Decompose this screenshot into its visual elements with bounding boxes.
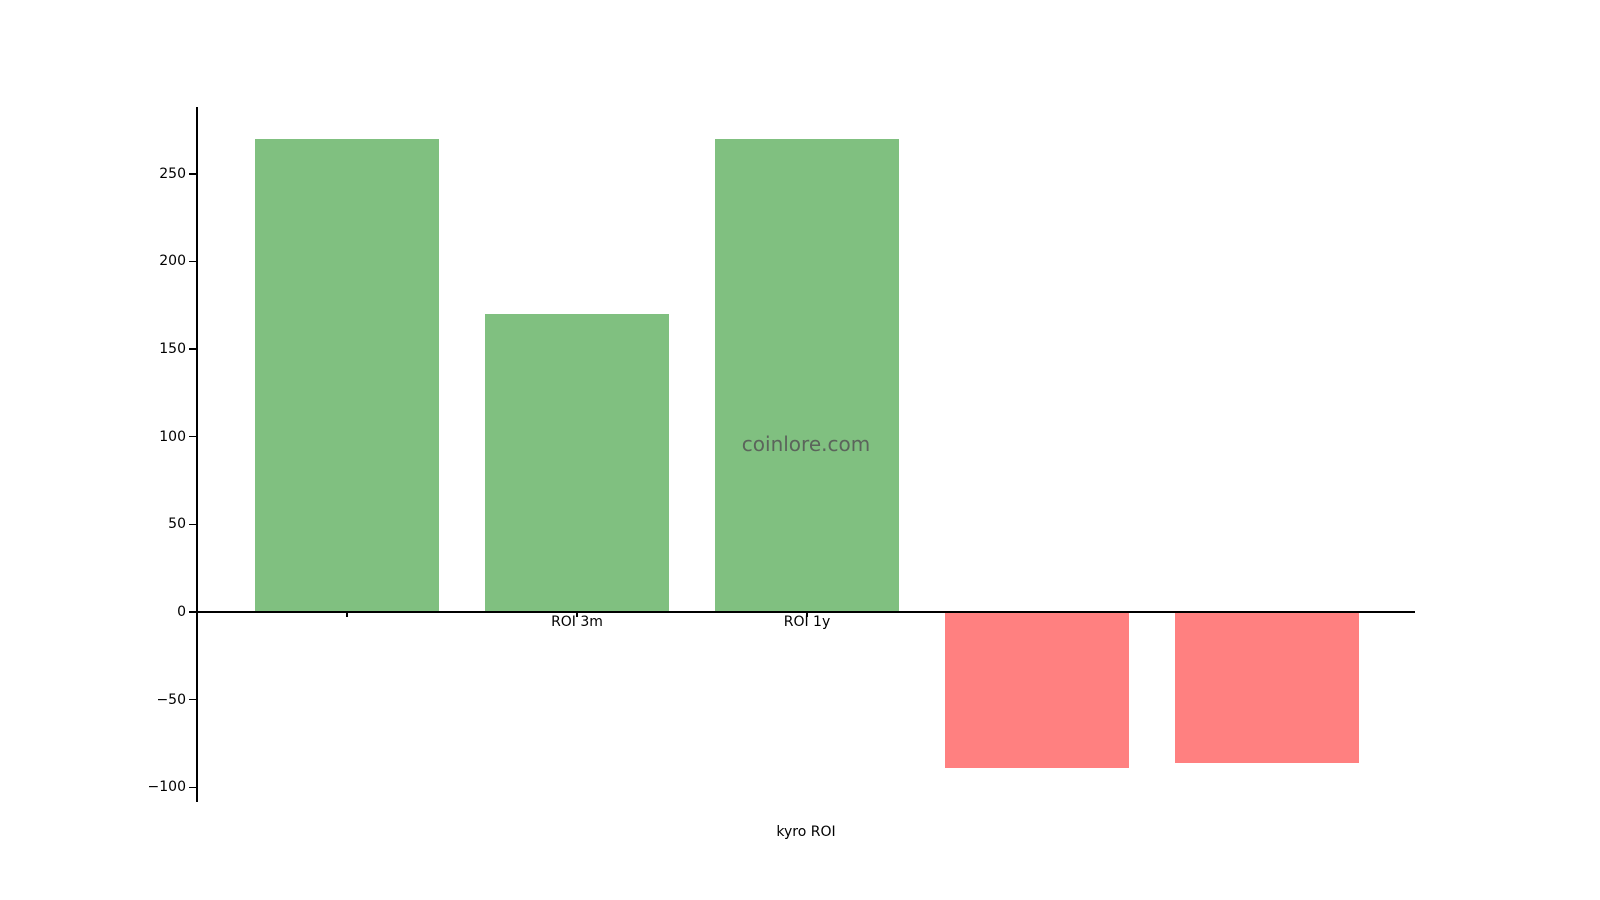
y-tick-label: −100: [147, 779, 186, 796]
y-tick-label: 200: [159, 253, 186, 270]
y-tick-label: 100: [159, 428, 186, 445]
y-tick: [189, 786, 196, 788]
roi-bar: [255, 139, 439, 612]
y-tick: [189, 260, 196, 263]
roi-bar: [1175, 612, 1359, 763]
x-tick-label: ROI 1y: [783, 614, 831, 630]
y-tick: [189, 611, 196, 613]
y-tick: [189, 348, 196, 350]
y-tick-label: 150: [159, 341, 186, 358]
y-tick-label: 50: [168, 516, 186, 533]
y-tick-label: 250: [159, 165, 186, 182]
x-axis-line: [197, 611, 1415, 613]
roi-bar: [485, 314, 669, 612]
x-tick: [806, 612, 808, 617]
y-tick: [189, 523, 196, 526]
x-axis-title: kyro ROI: [776, 824, 836, 840]
y-tick: [189, 435, 196, 438]
y-tick: [189, 698, 196, 701]
y-axis-spine: [196, 107, 198, 802]
watermark: coinlore.com: [741, 432, 871, 456]
y-tick-label: −50: [156, 691, 186, 708]
y-tick: [189, 173, 196, 175]
x-tick: [346, 612, 348, 617]
x-tick-label: ROI 3m: [551, 614, 603, 630]
roi-bar: [945, 612, 1129, 768]
y-tick-label: 0: [177, 604, 186, 620]
roi-bar: [715, 139, 899, 612]
x-tick: [576, 612, 578, 617]
